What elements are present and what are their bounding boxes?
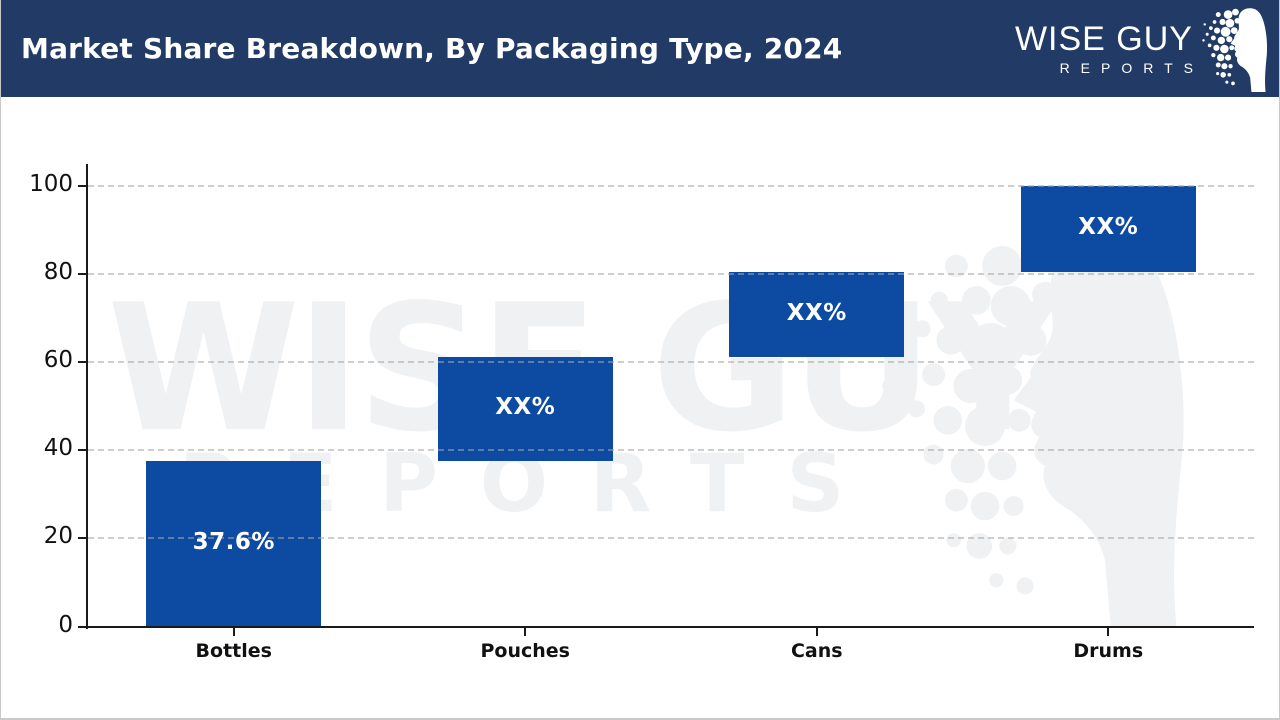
y-tick-label-40: 40 (43, 435, 73, 462)
bar-bottles (146, 460, 322, 627)
gridline-40 (88, 449, 1254, 452)
y-tick-20 (78, 537, 86, 540)
y-axis-line (86, 164, 88, 629)
gridline-60 (88, 361, 1254, 364)
y-tick-label-0: 0 (58, 611, 73, 638)
y-tick-label-80: 80 (43, 259, 73, 286)
logo-wordmark: WISE GUY (1014, 20, 1193, 58)
y-tick-80 (78, 273, 86, 276)
x-tick-label-drums: Drums (1073, 639, 1144, 662)
y-tick-label-60: 60 (43, 347, 73, 374)
bar-value-label-pouches: XX% (495, 393, 556, 420)
gridline-20 (88, 537, 1254, 540)
title-bar: Market Share Breakdown, By Packaging Typ… (1, 0, 1279, 97)
x-tick-label-pouches: Pouches (480, 639, 571, 662)
logo-text: WISE GUY REPORTS (1015, 22, 1193, 75)
y-tick-40 (78, 449, 86, 452)
y-tick-60 (78, 361, 86, 364)
y-tick-label-100: 100 (29, 171, 73, 198)
bar-value-label-cans: XX% (786, 299, 847, 326)
wise-guy-reports-logo: WISE GUY REPORTS (1015, 6, 1271, 92)
logo-subtext: REPORTS (1059, 60, 1204, 76)
x-tick-label-bottles: Bottles (195, 639, 272, 662)
x-tick-label-cans: Cans (790, 639, 843, 662)
x-tick-drums (1107, 628, 1110, 636)
chart-title: Market Share Breakdown, By Packaging Typ… (21, 32, 843, 65)
y-tick-label-20: 20 (43, 523, 73, 550)
logo-head-icon (1202, 7, 1268, 92)
gridline-80 (88, 273, 1254, 276)
x-tick-bottles (232, 628, 235, 636)
x-tick-cans (815, 628, 818, 636)
bar-pouches (437, 356, 613, 461)
bar-value-label-bottles: 37.6% (192, 528, 275, 555)
x-axis-line (86, 626, 1254, 628)
gridline-100 (88, 185, 1254, 188)
y-tick-100 (78, 185, 86, 188)
x-tick-pouches (524, 628, 527, 636)
y-tick-0 (78, 625, 86, 628)
bar-value-label-drums: XX% (1078, 214, 1139, 241)
bar-cans (729, 272, 905, 357)
